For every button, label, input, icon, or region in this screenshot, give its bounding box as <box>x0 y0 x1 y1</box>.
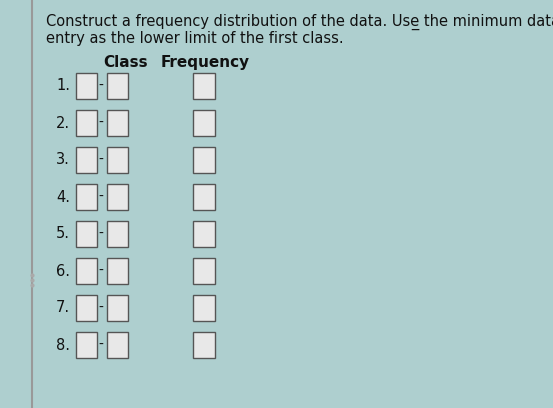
FancyBboxPatch shape <box>194 258 215 284</box>
Text: Construct a frequency distribution of the data. Use̲ the minimum data: Construct a frequency distribution of th… <box>46 14 553 30</box>
Text: -: - <box>99 301 104 315</box>
Text: -: - <box>99 153 104 167</box>
FancyBboxPatch shape <box>76 73 97 99</box>
FancyBboxPatch shape <box>107 295 128 321</box>
Text: 4.: 4. <box>56 189 70 204</box>
FancyBboxPatch shape <box>194 147 215 173</box>
FancyBboxPatch shape <box>107 332 128 358</box>
FancyBboxPatch shape <box>107 147 128 173</box>
Text: -: - <box>99 116 104 130</box>
Text: -: - <box>99 338 104 352</box>
Text: -: - <box>99 264 104 278</box>
Text: 7.: 7. <box>56 301 70 315</box>
FancyBboxPatch shape <box>194 221 215 247</box>
FancyBboxPatch shape <box>194 332 215 358</box>
Text: -: - <box>99 79 104 93</box>
FancyBboxPatch shape <box>76 110 97 136</box>
FancyBboxPatch shape <box>194 110 215 136</box>
Text: 5.: 5. <box>56 226 70 242</box>
FancyBboxPatch shape <box>107 110 128 136</box>
Text: 8.: 8. <box>56 337 70 353</box>
FancyBboxPatch shape <box>76 184 97 210</box>
Text: 3.: 3. <box>56 153 70 168</box>
FancyBboxPatch shape <box>76 332 97 358</box>
FancyBboxPatch shape <box>76 258 97 284</box>
Text: 6.: 6. <box>56 264 70 279</box>
Text: 2.: 2. <box>56 115 70 131</box>
FancyBboxPatch shape <box>76 147 97 173</box>
Text: -: - <box>99 190 104 204</box>
FancyBboxPatch shape <box>107 221 128 247</box>
Text: 1.: 1. <box>56 78 70 93</box>
FancyBboxPatch shape <box>194 73 215 99</box>
Text: Class: Class <box>103 55 148 70</box>
FancyBboxPatch shape <box>76 295 97 321</box>
Text: -: - <box>99 227 104 241</box>
Text: entry as the lower limit of the first class.: entry as the lower limit of the first cl… <box>46 31 343 46</box>
FancyBboxPatch shape <box>194 295 215 321</box>
FancyBboxPatch shape <box>107 184 128 210</box>
FancyBboxPatch shape <box>76 221 97 247</box>
FancyBboxPatch shape <box>194 184 215 210</box>
FancyBboxPatch shape <box>107 73 128 99</box>
Text: Frequency: Frequency <box>161 55 250 70</box>
FancyBboxPatch shape <box>107 258 128 284</box>
